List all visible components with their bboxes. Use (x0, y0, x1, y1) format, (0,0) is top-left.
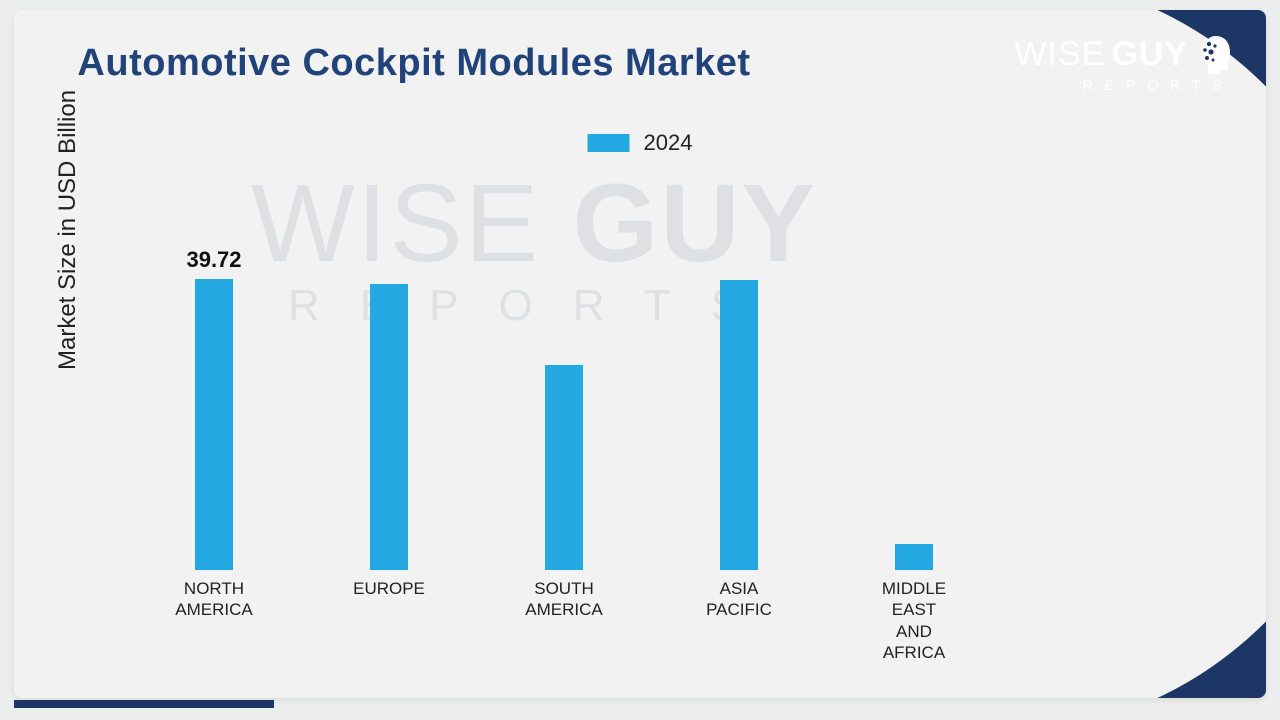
x-axis-label: MIDDLE EAST AND AFRICA (882, 578, 946, 663)
x-axis-label: NORTH AMERICA (175, 578, 252, 621)
chart-title: Automotive Cockpit Modules Market (14, 42, 814, 85)
brand-text-2: GUY (1111, 37, 1188, 71)
brand-logo: WISE GUY REPORTS (1014, 32, 1238, 92)
legend: 2024 (588, 130, 693, 156)
bar (720, 280, 758, 570)
brand-main: WISE GUY (1014, 32, 1238, 76)
brand-head-icon (1194, 32, 1238, 76)
stage: WISE GUY REPORTS Automotive Cockpit Mo (0, 0, 1280, 720)
x-axis-label: SOUTH AMERICA (525, 578, 602, 621)
x-axis-label: ASIA PACIFIC (706, 578, 772, 621)
bar (895, 544, 933, 570)
brand-sub: REPORTS (1014, 78, 1238, 92)
chart-card: WISE GUY REPORTS Automotive Cockpit Mo (14, 10, 1266, 698)
bar (370, 284, 408, 570)
legend-swatch (588, 134, 630, 152)
bar (545, 365, 583, 570)
x-axis-label: EUROPE (353, 578, 425, 599)
bar-value-label: 39.72 (186, 247, 241, 273)
footer-accent-bar (14, 700, 274, 708)
brand-text-1: WISE (1014, 37, 1105, 71)
plot-area: 39.72NORTH AMERICAEUROPESOUTH AMERICAASI… (124, 130, 994, 570)
y-axis-label: Market Size in USD Billion (54, 90, 82, 370)
bar (195, 279, 233, 570)
legend-label: 2024 (644, 130, 693, 156)
